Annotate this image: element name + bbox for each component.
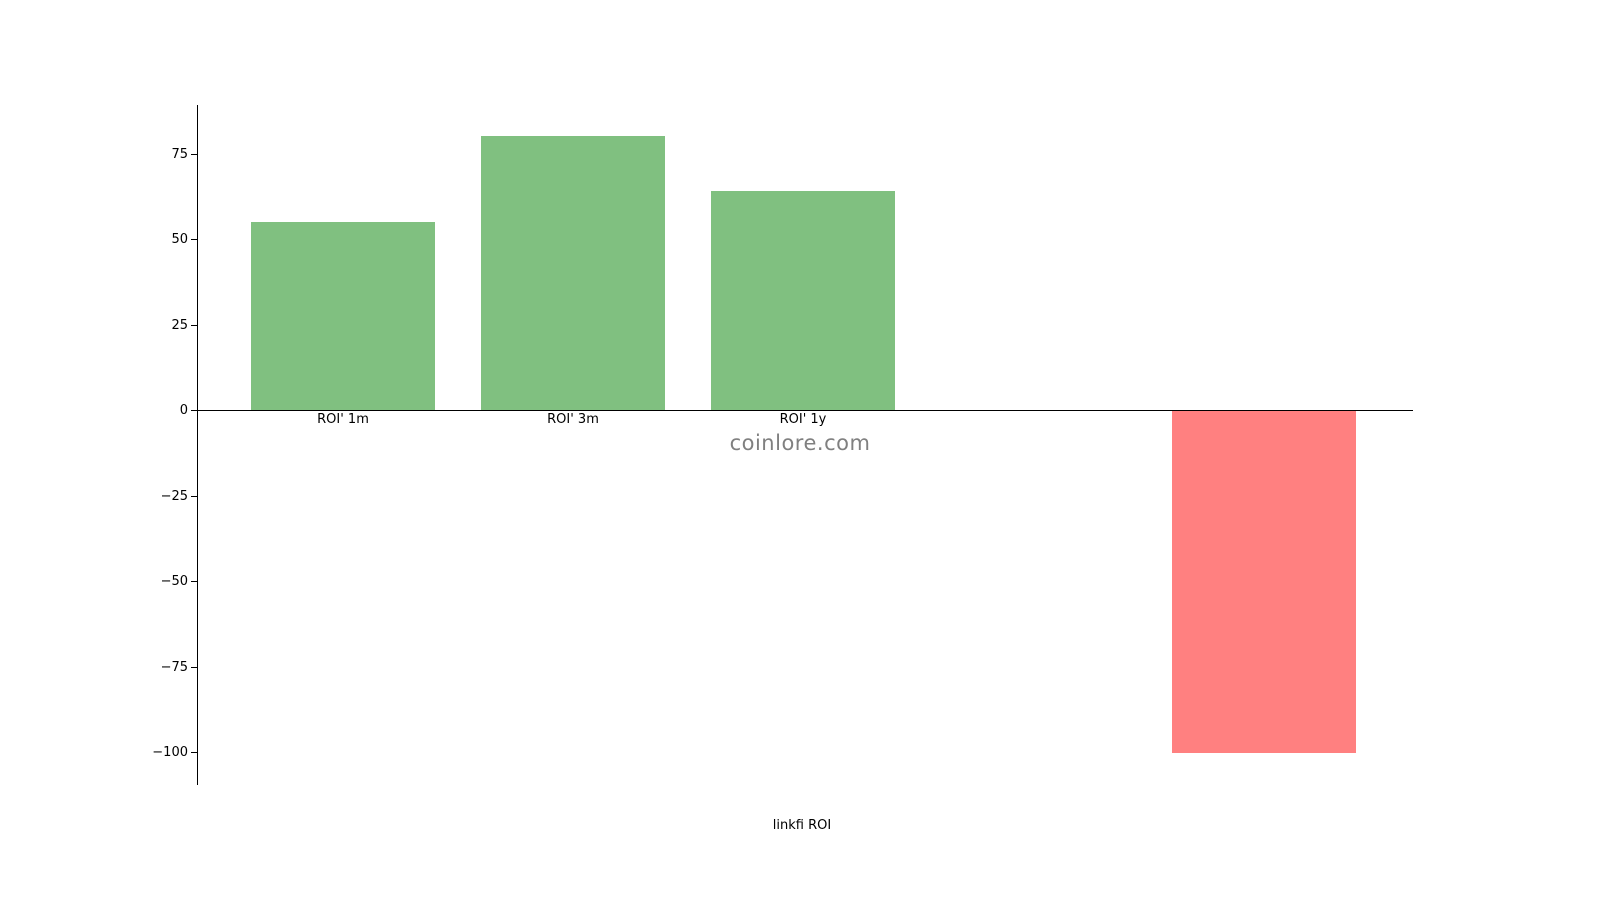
y-tick-mark (191, 581, 197, 582)
y-tick-mark (191, 324, 197, 326)
y-tick-label: −75 (160, 659, 188, 675)
x-category-label: ROI' 3m (547, 412, 599, 427)
y-tick-mark (191, 666, 197, 668)
x-axis-title: linkfi ROI (772, 818, 832, 833)
bar-roi-1m (251, 221, 435, 410)
y-tick-label: 50 (171, 232, 188, 247)
watermark: coinlore.com (729, 431, 871, 455)
y-tick-label: −25 (160, 488, 188, 504)
bar-roi-3m (481, 136, 665, 410)
y-tick-mark (191, 239, 197, 240)
y-tick-mark (191, 495, 197, 497)
bar-roi-1y (711, 191, 895, 410)
y-axis-line (197, 105, 198, 785)
y-tick-mark (191, 752, 197, 753)
x-axis-line (197, 410, 1413, 411)
x-category-label: ROI' 1y (779, 412, 827, 427)
x-category-label: ROI' 1m (317, 412, 369, 427)
y-tick-label: −50 (160, 574, 188, 589)
y-tick-label: 75 (171, 146, 188, 162)
y-tick-label: 25 (171, 317, 188, 333)
y-tick-mark (191, 410, 197, 411)
y-tick-label: −100 (152, 745, 188, 760)
y-tick-label: 0 (179, 403, 188, 418)
y-tick-mark (191, 153, 197, 155)
bar-negative (1172, 411, 1356, 753)
